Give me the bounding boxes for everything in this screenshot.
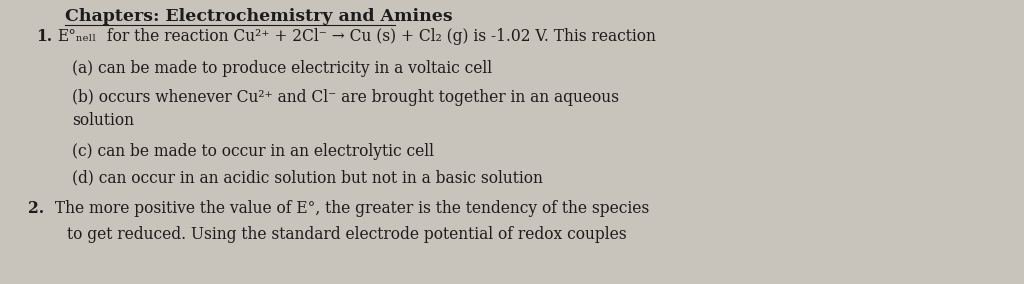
Text: The more positive the value of E°, the greater is the tendency of the species: The more positive the value of E°, the g… — [50, 200, 649, 217]
Text: E°ₙₑₗₗ: E°ₙₑₗₗ — [57, 28, 96, 45]
Text: (b) occurs whenever Cu²⁺ and Cl⁻ are brought together in an aqueous: (b) occurs whenever Cu²⁺ and Cl⁻ are bro… — [72, 89, 618, 106]
Text: Chapters: Electrochemistry and Amines: Chapters: Electrochemistry and Amines — [65, 8, 453, 25]
Text: (c) can be made to occur in an electrolytic cell: (c) can be made to occur in an electroly… — [72, 143, 434, 160]
Text: for the reaction Cu²⁺ + 2Cl⁻ → Cu (s) + Cl₂ (g) is -1.02 V. This reaction: for the reaction Cu²⁺ + 2Cl⁻ → Cu (s) + … — [102, 28, 656, 45]
Text: (a) can be made to produce electricity in a voltaic cell: (a) can be made to produce electricity i… — [72, 60, 493, 77]
Text: 1.: 1. — [36, 28, 52, 45]
Text: 2.: 2. — [28, 200, 44, 217]
Text: to get reduced. Using the standard electrode potential of redox couples: to get reduced. Using the standard elect… — [67, 226, 627, 243]
Text: (d) can occur in an acidic solution but not in a basic solution: (d) can occur in an acidic solution but … — [72, 169, 543, 186]
Text: solution: solution — [72, 112, 134, 129]
